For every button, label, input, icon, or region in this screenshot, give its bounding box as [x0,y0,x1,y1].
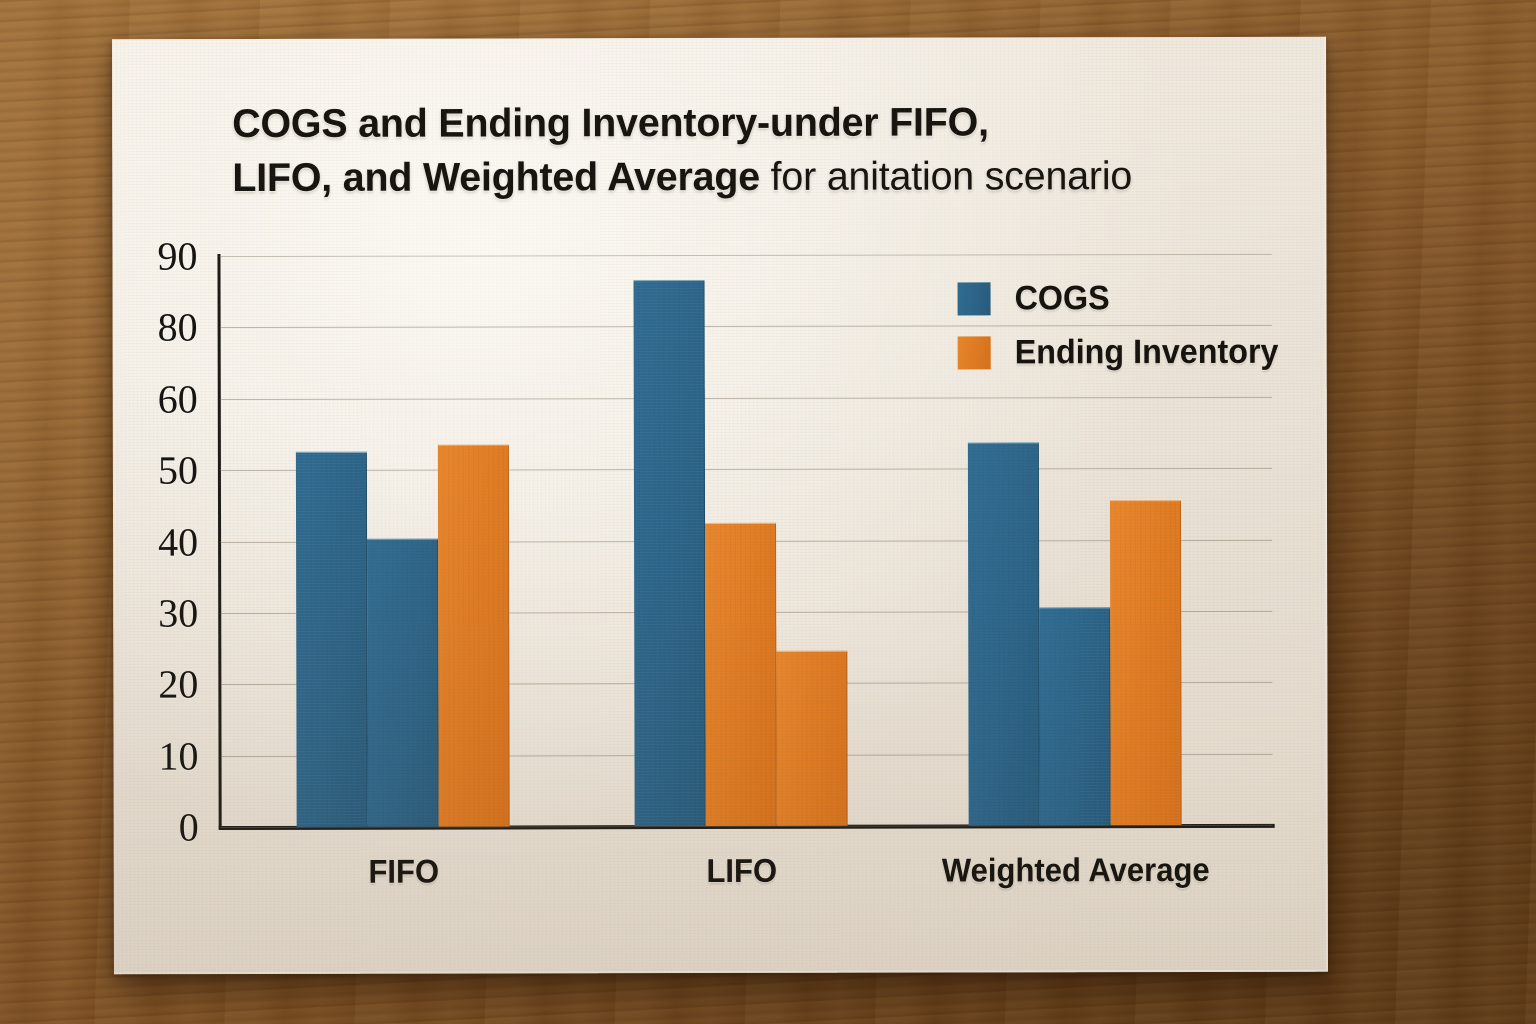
y-axis-tick-label: 10 [158,733,199,779]
bar [367,538,439,827]
y-axis-tick-label: 50 [157,447,198,493]
chart-title: COGS and Ending Inventory-under FIFO, LI… [232,95,1276,206]
bar [1109,500,1182,826]
legend-swatch-cogs-icon [957,281,991,316]
chart-title-line1: COGS and Ending Inventory-under FIFO, [232,100,989,147]
bar [633,280,706,827]
y-axis-tick-label: 80 [157,304,198,351]
bar [437,444,510,827]
printed-chart-sheet: COGS and Ending Inventory-under FIFO, LI… [112,36,1328,975]
y-axis-tick-label: 0 [178,804,199,850]
legend-label-ending-inventory: Ending Inventory [1014,332,1279,371]
plot-area: 0 10 20 30 40 50 60 80 90 FIFO LIFO Weighted Avera… [157,234,1278,890]
bar [776,650,848,826]
chart-title-line2-strong: LIFO, and Weighted Average [232,155,760,201]
y-axis-tick-label: 60 [157,376,198,422]
y-axis-tick-label: 20 [158,661,199,707]
bar [967,442,1040,826]
legend-item-cogs: COGS [957,271,1293,326]
bar [295,452,368,827]
bar-groups [219,254,1271,827]
legend-label-cogs: COGS [1014,278,1110,317]
bar-group [633,255,848,827]
legend-swatch-ending-inventory-icon [957,335,991,370]
y-axis-tick-label: 40 [158,519,199,565]
chart-legend: COGS Ending Inventory [957,271,1293,380]
bar-group [295,255,510,827]
chart-title-line2-light: for anitation scenario [759,154,1133,200]
x-axis-category-label: LIFO [705,851,777,890]
y-axis-tick-label: 90 [157,233,198,279]
bar [1039,607,1111,826]
y-axis-tick-label: 30 [158,590,199,636]
x-axis-category-label: FIFO [367,852,439,890]
bar [705,522,777,827]
legend-item-ending-inventory: Ending Inventory [957,325,1293,380]
x-axis-category-label: Weighted Average [941,850,1210,889]
